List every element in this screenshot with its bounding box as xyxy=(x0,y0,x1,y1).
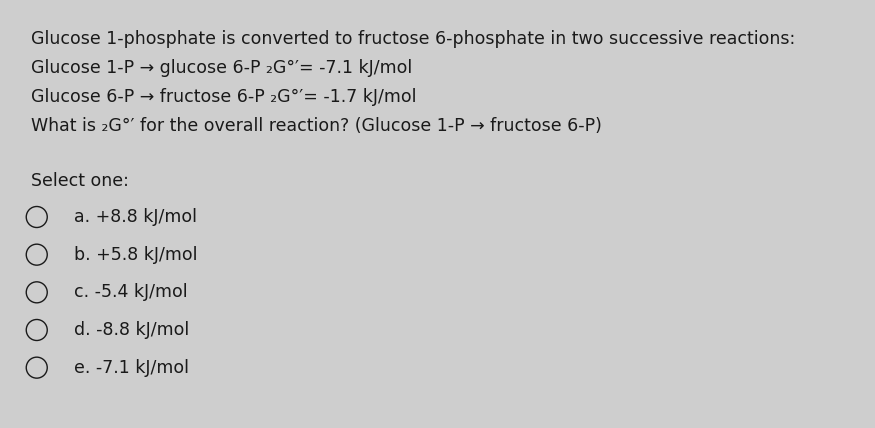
Text: a. +8.8 kJ/mol: a. +8.8 kJ/mol xyxy=(74,208,198,226)
Text: b. +5.8 kJ/mol: b. +5.8 kJ/mol xyxy=(74,246,198,264)
Text: Glucose 1-P → glucose 6-P ₂G°′= -7.1 kJ/mol: Glucose 1-P → glucose 6-P ₂G°′= -7.1 kJ/… xyxy=(31,59,412,77)
Text: c. -5.4 kJ/mol: c. -5.4 kJ/mol xyxy=(74,283,188,301)
Text: Glucose 6-P → fructose 6-P ₂G°′= -1.7 kJ/mol: Glucose 6-P → fructose 6-P ₂G°′= -1.7 kJ… xyxy=(31,88,416,106)
Text: e. -7.1 kJ/mol: e. -7.1 kJ/mol xyxy=(74,359,189,377)
Text: d. -8.8 kJ/mol: d. -8.8 kJ/mol xyxy=(74,321,190,339)
Text: Glucose 1-phosphate is converted to fructose 6-phosphate in two successive react: Glucose 1-phosphate is converted to fruc… xyxy=(31,30,794,48)
Text: Select one:: Select one: xyxy=(31,172,129,190)
Text: What is ₂G°′ for the overall reaction? (Glucose 1-P → fructose 6-P): What is ₂G°′ for the overall reaction? (… xyxy=(31,117,601,135)
